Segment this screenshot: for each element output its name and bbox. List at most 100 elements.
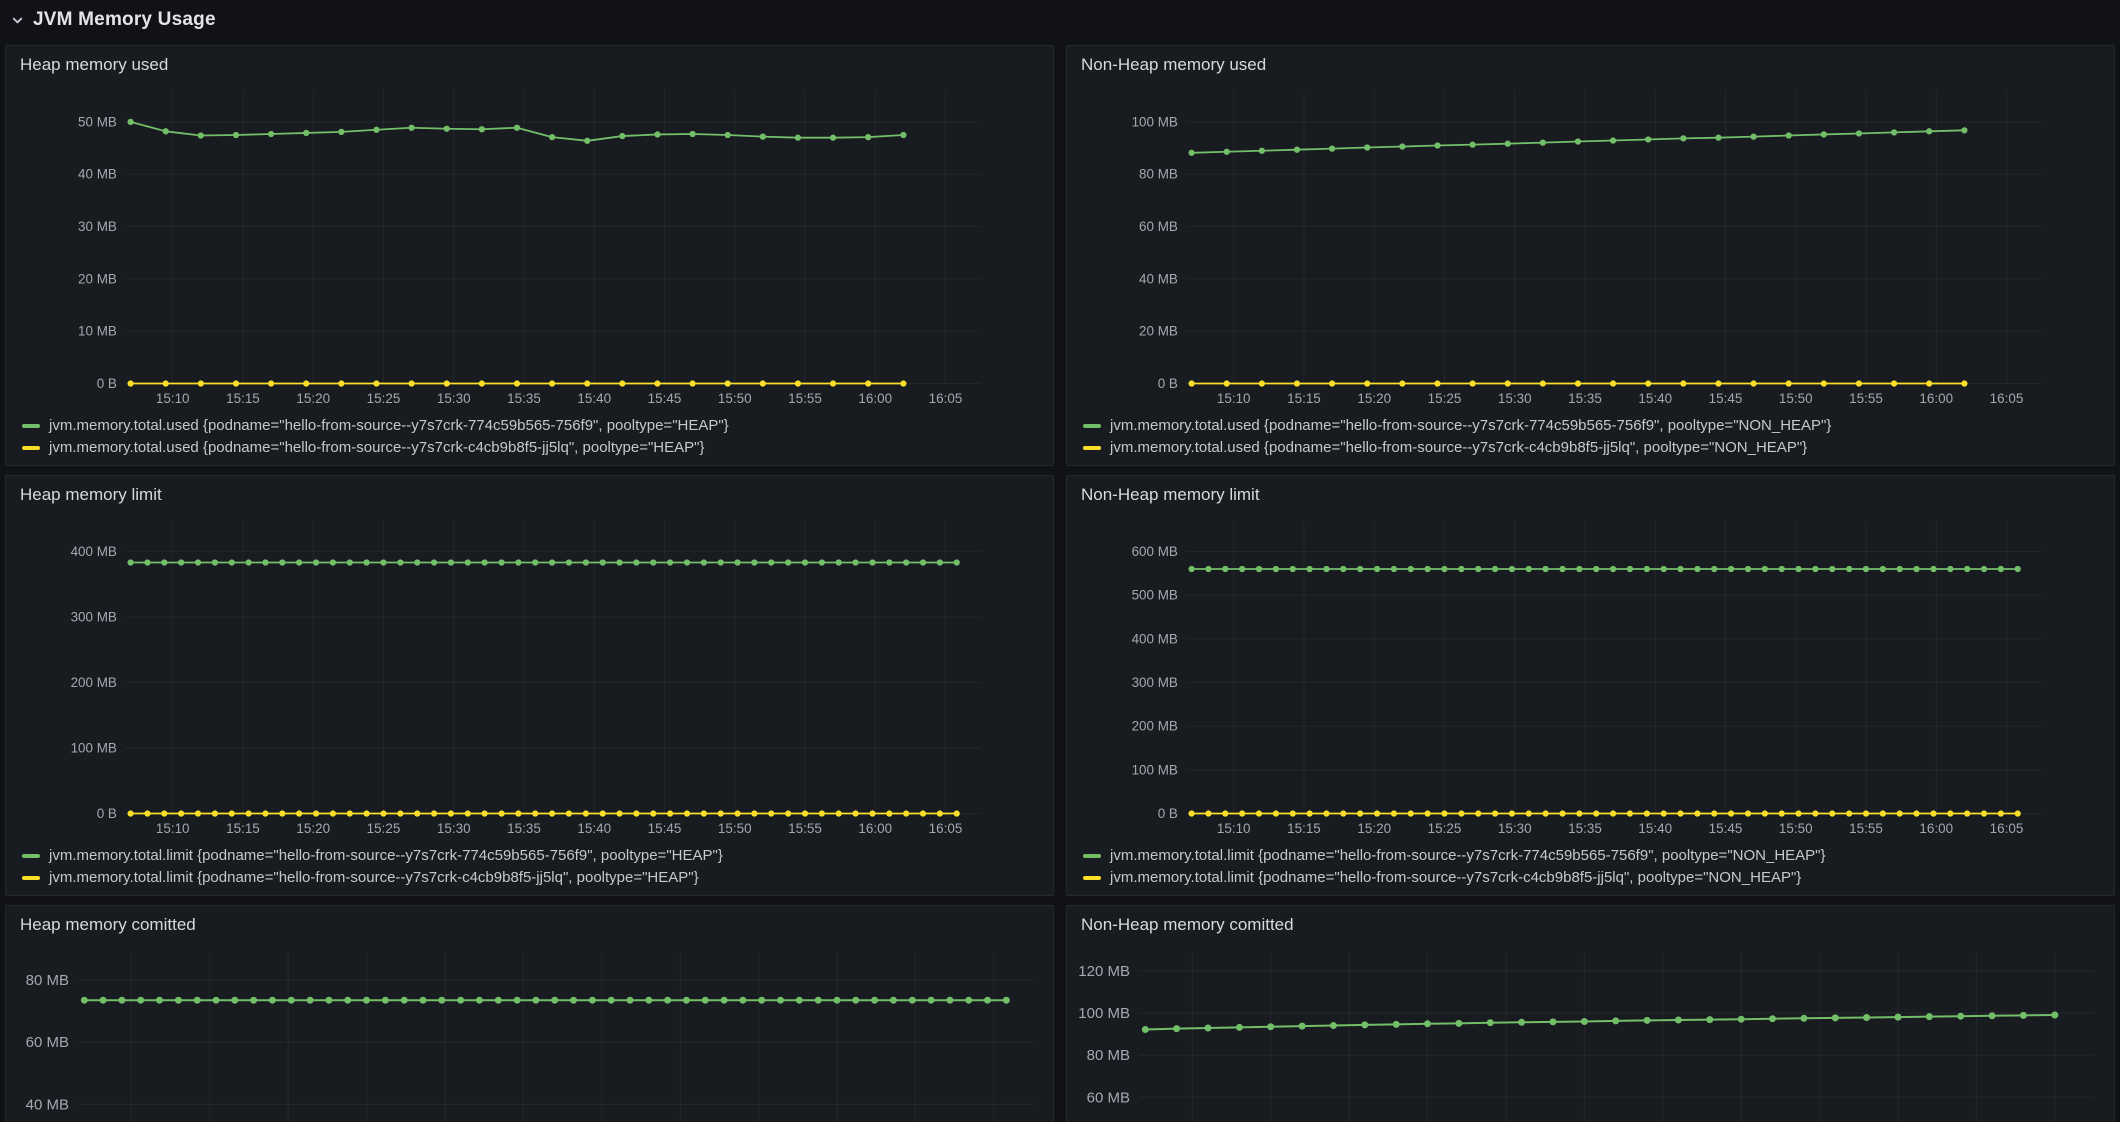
panel-non-heap-memory-used: Non-Heap memory used 15:10 15:15 15:20 15:2… [1066,45,2115,466]
legend-series-marker [1083,875,1101,880]
svg-text:16:05: 16:05 [1990,821,2024,836]
non-heap-memory-comitted-chart[interactable]: 15:1015:1515:2015:2515:3015:3515:4015:45… [1067,938,2114,1122]
svg-text:15:50: 15:50 [718,391,752,406]
svg-text:16:05: 16:05 [929,391,963,406]
heap-memory-limit-chart[interactable]: 15:10 15:15 15:20 15:25 15:30 15:35 15:40 15:45… [6,508,1053,844]
row-header-jvm-memory-usage[interactable]: JVM Memory Usage [0,0,2120,40]
svg-text:15:30: 15:30 [1498,391,1532,406]
svg-text:20 MB: 20 MB [78,271,117,286]
svg-text:0 B: 0 B [1158,806,1178,821]
legend-series-marker [1083,853,1101,858]
svg-text:16:05: 16:05 [1990,391,2024,406]
legend-item[interactable]: jvm.memory.total.limit {podname="hello-f… [1083,869,2102,886]
svg-text:80 MB: 80 MB [1139,167,1178,182]
svg-text:60 MB: 60 MB [1139,219,1178,234]
legend-series-label: jvm.memory.total.limit {podname="hello-f… [49,869,699,886]
svg-text:15:35: 15:35 [507,821,541,836]
svg-text:0 B: 0 B [97,806,117,821]
svg-text:200 MB: 200 MB [71,675,117,690]
svg-text:100 MB: 100 MB [71,740,117,755]
svg-text:15:10: 15:10 [156,821,190,836]
legend-item[interactable]: jvm.memory.total.limit {podname="hello-f… [22,869,1041,886]
legend-series-label: jvm.memory.total.limit {podname="hello-f… [1110,847,1826,864]
svg-text:15:30: 15:30 [437,391,471,406]
chevron-down-icon [10,13,25,28]
svg-text:60 MB: 60 MB [26,1034,69,1051]
svg-text:15:20: 15:20 [1357,391,1391,406]
legend-series-marker [22,423,40,428]
svg-text:400 MB: 400 MB [1132,631,1178,646]
svg-text:400 MB: 400 MB [71,544,117,559]
svg-text:200 MB: 200 MB [1132,719,1178,734]
svg-text:15:15: 15:15 [226,391,260,406]
panel-title[interactable]: Non-Heap memory used [1081,55,1267,74]
svg-text:15:55: 15:55 [788,391,822,406]
legend-series-label: jvm.memory.total.used {podname="hello-fr… [49,439,705,456]
svg-text:15:20: 15:20 [296,821,330,836]
svg-text:15:15: 15:15 [1287,821,1321,836]
svg-text:100 MB: 100 MB [1132,114,1178,129]
dashboard-grid: Heap memory used 15:10 15:15 15:20 15:25 15:… [0,45,2120,1122]
non-heap-memory-used-chart[interactable]: 15:10 15:15 15:20 15:25 15:30 15:35 15:40 15:45… [1067,78,2114,414]
svg-text:300 MB: 300 MB [71,609,117,624]
svg-text:30 MB: 30 MB [78,219,117,234]
svg-text:15:25: 15:25 [367,821,401,836]
panel-non-heap-memory-limit: Non-Heap memory limit 15:10 15:15 15:20 15:… [1066,475,2115,896]
panel-title[interactable]: Heap memory used [20,55,169,74]
legend-series-marker [1083,423,1101,428]
svg-text:100 MB: 100 MB [1078,1005,1130,1022]
svg-text:15:45: 15:45 [648,391,682,406]
heap-memory-used-chart[interactable]: 15:10 15:15 15:20 15:25 15:30 15:35 15:40 15:45… [6,78,1053,414]
svg-text:15:45: 15:45 [648,821,682,836]
legend: jvm.memory.total.limit {podname="hello-f… [6,844,1053,895]
legend-series-label: jvm.memory.total.limit {podname="hello-f… [1110,869,1802,886]
svg-text:500 MB: 500 MB [1132,588,1178,603]
svg-text:40 MB: 40 MB [1139,271,1178,286]
svg-text:15:10: 15:10 [1217,391,1251,406]
svg-text:15:55: 15:55 [1849,821,1883,836]
legend-series-label: jvm.memory.total.used {podname="hello-fr… [1110,417,1832,434]
svg-text:15:25: 15:25 [1428,821,1462,836]
legend-item[interactable]: jvm.memory.total.used {podname="hello-fr… [22,439,1041,456]
legend-series-marker [22,853,40,858]
panel-title[interactable]: Non-Heap memory comitted [1081,915,1294,934]
legend: jvm.memory.total.used {podname="hello-fr… [6,414,1053,465]
svg-text:40 MB: 40 MB [78,167,117,182]
panel-title[interactable]: Heap memory comitted [20,915,196,934]
svg-text:20 MB: 20 MB [1139,324,1178,339]
svg-text:0 B: 0 B [97,376,117,391]
legend: jvm.memory.total.limit {podname="hello-f… [1067,844,2114,895]
svg-text:15:55: 15:55 [788,821,822,836]
svg-text:100 MB: 100 MB [1132,762,1178,777]
svg-text:16:00: 16:00 [1919,391,1953,406]
legend-series-label: jvm.memory.total.used {podname="hello-fr… [49,417,729,434]
panel-title[interactable]: Heap memory limit [20,485,162,504]
legend-item[interactable]: jvm.memory.total.used {podname="hello-fr… [22,417,1041,434]
svg-text:15:30: 15:30 [1498,821,1532,836]
svg-text:120 MB: 120 MB [1078,963,1130,980]
non-heap-memory-limit-chart[interactable]: 15:10 15:15 15:20 15:25 15:30 15:35 15:40 15:45… [1067,508,2114,844]
svg-text:15:20: 15:20 [296,391,330,406]
svg-text:15:15: 15:15 [226,821,260,836]
heap-memory-comitted-chart[interactable]: 15:1015:1515:2015:2515:3015:3515:4015:45… [6,938,1053,1122]
legend-item[interactable]: jvm.memory.total.limit {podname="hello-f… [22,847,1041,864]
panel-title[interactable]: Non-Heap memory limit [1081,485,1260,504]
legend-item[interactable]: jvm.memory.total.used {podname="hello-fr… [1083,439,2102,456]
svg-text:15:50: 15:50 [718,821,752,836]
legend-item[interactable]: jvm.memory.total.limit {podname="hello-f… [1083,847,2102,864]
svg-text:15:55: 15:55 [1849,391,1883,406]
legend-item[interactable]: jvm.memory.total.used {podname="hello-fr… [1083,417,2102,434]
svg-text:600 MB: 600 MB [1132,544,1178,559]
legend-series-label: jvm.memory.total.used {podname="hello-fr… [1110,439,1808,456]
svg-text:16:00: 16:00 [858,821,892,836]
svg-text:80 MB: 80 MB [1087,1047,1130,1064]
chart-area: 15:1015:1515:2015:2515:3015:3515:4015:45… [6,938,1053,1122]
svg-text:16:00: 16:00 [1919,821,1953,836]
panel-heap-memory-limit: Heap memory limit 15:10 15:15 15:20 15:25 15… [5,475,1054,896]
legend: jvm.memory.total.used {podname="hello-fr… [1067,414,2114,465]
panel-heap-memory-used: Heap memory used 15:10 15:15 15:20 15:25 15:… [5,45,1054,466]
legend-series-marker [22,875,40,880]
panel-heap-memory-comitted: Heap memory comitted 15:1015:1515:2015:2… [5,905,1054,1122]
